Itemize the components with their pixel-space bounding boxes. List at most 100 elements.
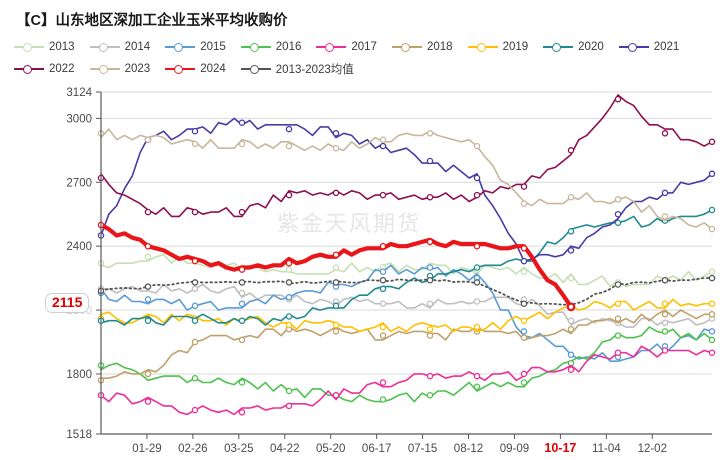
- series-point: [379, 285, 387, 293]
- series-point: [520, 245, 528, 252]
- series-point: [191, 302, 199, 310]
- series-point: [191, 208, 199, 216]
- series-point: [473, 264, 481, 271]
- series-point: [708, 349, 716, 356]
- series-point: [332, 321, 340, 329]
- series-point: [661, 213, 669, 220]
- x-tick-label: 05-20: [316, 443, 345, 455]
- x-tick-label: 09-09: [500, 443, 529, 455]
- series-point: [144, 136, 152, 143]
- legend-marker-icon: [543, 41, 574, 53]
- series-point: [238, 266, 246, 273]
- legend-item-2017[interactable]: 2017: [316, 36, 377, 58]
- series-point: [708, 311, 716, 318]
- series-point: [520, 200, 528, 207]
- series-line: [100, 298, 713, 333]
- legend-marker-icon: [240, 63, 271, 75]
- series-point: [285, 191, 293, 199]
- legend-item-2019[interactable]: 2019: [467, 36, 528, 58]
- legend-label: 2014: [124, 41, 151, 53]
- legend-item-2024[interactable]: 2024: [165, 58, 226, 80]
- series-point: [520, 317, 528, 324]
- series-point: [379, 136, 387, 143]
- legend-marker-icon: [89, 41, 120, 53]
- y-tick-label: 3124: [66, 87, 92, 99]
- legend-item-2014[interactable]: 2014: [89, 36, 151, 58]
- series-point: [144, 317, 152, 324]
- series-point: [379, 300, 387, 307]
- series-point: [567, 228, 575, 235]
- series-line: [100, 283, 713, 328]
- series-point: [426, 157, 434, 165]
- series-point: [285, 142, 293, 150]
- legend-item-2013[interactable]: 2013: [14, 36, 75, 58]
- series-point: [238, 317, 246, 324]
- series-point: [661, 300, 669, 307]
- series-point: [238, 336, 246, 344]
- series-point: [379, 276, 387, 284]
- series-point: [473, 279, 481, 286]
- legend-item-2022[interactable]: 2022: [14, 58, 75, 80]
- series-point: [520, 183, 528, 190]
- x-tick-label: 03-25: [224, 443, 253, 455]
- series-point: [191, 374, 199, 382]
- series-point: [144, 296, 152, 303]
- series-point: [238, 379, 246, 386]
- series-point: [332, 251, 340, 258]
- series-point: [473, 242, 481, 250]
- series-2019: [97, 298, 716, 333]
- series-point: [191, 285, 199, 293]
- series-point: [144, 370, 152, 378]
- series-point: [708, 225, 716, 233]
- legend-item-2016[interactable]: 2016: [240, 36, 301, 58]
- series-point: [426, 264, 434, 271]
- legend-marker-icon: [391, 41, 422, 53]
- x-axis-ticks: 01-29 02-26 03-25 04-22 05-20 06-17 07-15 08-12…: [132, 434, 667, 455]
- series-point: [614, 349, 622, 356]
- series-point: [379, 268, 387, 275]
- x-tick-label: 12-02: [638, 443, 667, 455]
- legend-label: 2020: [578, 41, 604, 53]
- series-point: [426, 238, 434, 246]
- series-point: [332, 264, 340, 271]
- series-line: [100, 277, 713, 306]
- series-point: [567, 193, 575, 201]
- series-point: [473, 383, 481, 390]
- series-point: [285, 279, 293, 286]
- series-point: [567, 317, 575, 324]
- legend-item-2020[interactable]: 2020: [543, 36, 604, 58]
- series-point: [567, 274, 575, 282]
- series-point: [426, 130, 434, 137]
- legend-item-2018[interactable]: 2018: [391, 36, 453, 58]
- series-point: [614, 300, 622, 307]
- x-tick-label: 02-26: [178, 443, 207, 455]
- series-line: [100, 326, 713, 403]
- series-point: [332, 302, 340, 310]
- series-point: [426, 332, 434, 339]
- legend-label: 2022: [49, 63, 75, 75]
- series-point: [285, 266, 293, 273]
- legend-label: 2021: [653, 41, 680, 53]
- series-2022: [97, 94, 716, 218]
- series-point: [708, 328, 716, 335]
- series-point: [285, 294, 293, 301]
- legend-item-2015[interactable]: 2015: [165, 36, 226, 58]
- series-point: [332, 144, 340, 152]
- series-line: [100, 345, 713, 416]
- series-point: [520, 370, 528, 378]
- series-point: [238, 279, 246, 286]
- legend-item-2023[interactable]: 2023: [89, 58, 150, 80]
- series-point: [520, 300, 528, 307]
- legend-label: 2018: [426, 41, 453, 53]
- series-point: [708, 300, 716, 307]
- series-point: [614, 332, 622, 339]
- legend-item-2013-2023均值[interactable]: 2013-2023均值: [240, 58, 354, 80]
- series-2018: [97, 309, 716, 384]
- x-tick-label: 06-17: [362, 443, 391, 455]
- legend-item-2021[interactable]: 2021: [618, 36, 680, 58]
- legend-marker-icon: [165, 63, 196, 75]
- x-tick-label: 08-12: [454, 443, 483, 455]
- series-lines: [97, 94, 716, 416]
- series-point: [379, 242, 387, 250]
